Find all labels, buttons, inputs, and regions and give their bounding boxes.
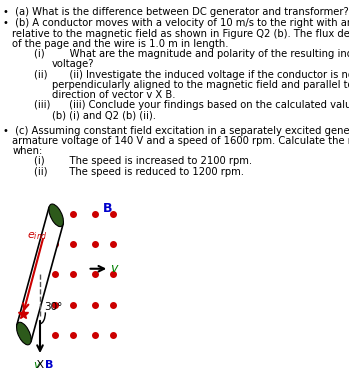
Text: (ii)       The speed is reduced to 1200 rpm.: (ii) The speed is reduced to 1200 rpm.	[34, 167, 244, 177]
Ellipse shape	[49, 204, 64, 227]
Text: (i)        What are the magnitude and polarity of the resulting induced: (i) What are the magnitude and polarity …	[34, 49, 349, 59]
Text: (b) (i) and Q2 (b) (ii).: (b) (i) and Q2 (b) (ii).	[52, 111, 156, 121]
Text: direction of vector v X B.: direction of vector v X B.	[52, 90, 175, 100]
Text: v: v	[34, 360, 40, 370]
Text: B: B	[103, 202, 112, 215]
Text: •  (b) A conductor moves with a velocity of 10 m/s to the right with an angle of: • (b) A conductor moves with a velocity …	[3, 18, 349, 28]
Text: of the page and the wire is 1.0 m in length.: of the page and the wire is 1.0 m in len…	[12, 39, 229, 49]
Text: B: B	[45, 360, 54, 370]
Text: armature voltage of 140 V and a speed of 1600 rpm. Calculate the no-load voltage: armature voltage of 140 V and a speed of…	[12, 136, 349, 146]
Text: relative to the magnetic field as shown in Figure Q2 (b). The flux density is 2.: relative to the magnetic field as shown …	[12, 29, 349, 39]
Text: when:: when:	[12, 146, 43, 156]
Ellipse shape	[16, 322, 31, 345]
Text: v: v	[110, 262, 117, 275]
Text: (ii)       (ii) Investigate the induced voltage if the conductor is now: (ii) (ii) Investigate the induced voltag…	[34, 70, 349, 80]
Text: (i)        The speed is increased to 2100 rpm.: (i) The speed is increased to 2100 rpm.	[34, 157, 252, 167]
Polygon shape	[17, 207, 63, 342]
Text: perpendicularly aligned to the magnetic field and parallel to the: perpendicularly aligned to the magnetic …	[52, 80, 349, 90]
Text: voltage?: voltage?	[52, 60, 94, 70]
Text: $e_{ind}$: $e_{ind}$	[27, 231, 47, 243]
Text: •  (c) Assuming constant field excitation in a separately excited generator with: • (c) Assuming constant field excitation…	[3, 126, 349, 136]
Text: (iii)      (iii) Conclude your findings based on the calculated value from Q2: (iii) (iii) Conclude your findings based…	[34, 100, 349, 110]
Text: 30°: 30°	[44, 302, 63, 312]
Text: •  (a) What is the difference between DC generator and transformer?: • (a) What is the difference between DC …	[3, 7, 349, 17]
Text: X: X	[33, 360, 47, 370]
